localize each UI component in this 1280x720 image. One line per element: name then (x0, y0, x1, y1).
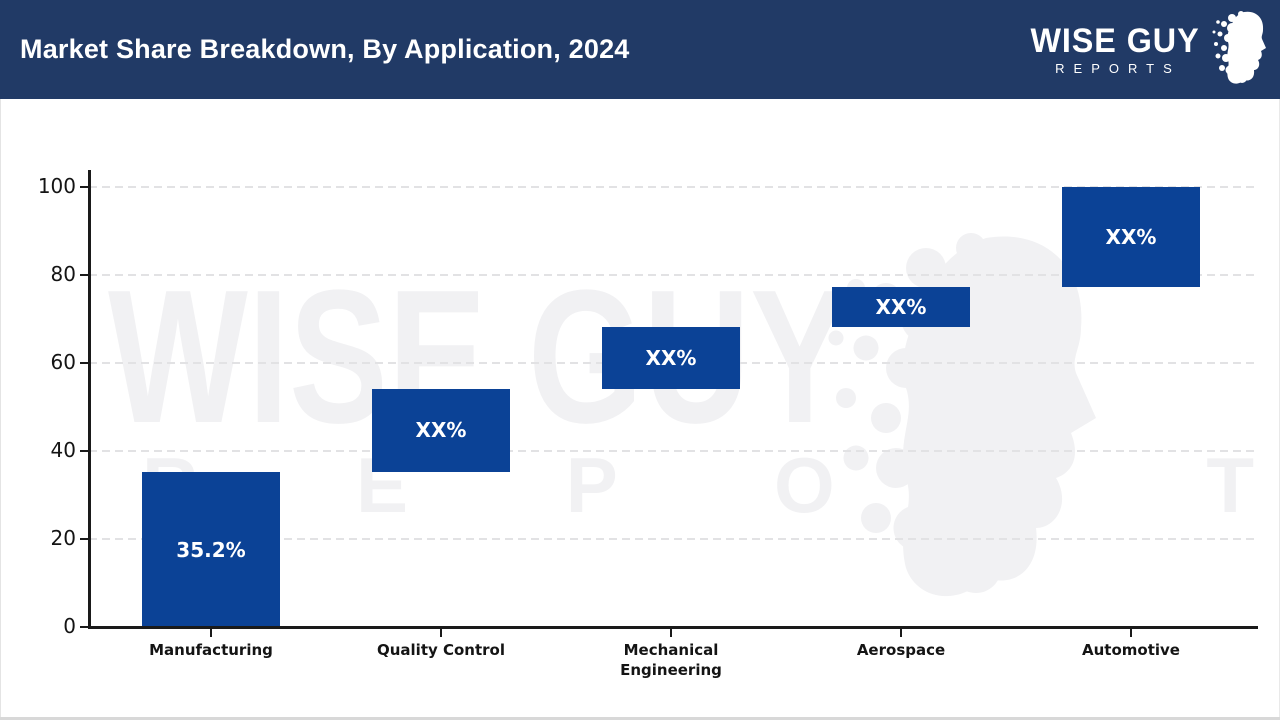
bar-value-label: 35.2% (176, 537, 246, 562)
y-axis-tick-label: 80 (50, 262, 76, 286)
bar-value-label: XX% (875, 295, 927, 320)
x-category-label: Manufacturing (149, 641, 273, 659)
grid-line (89, 450, 1258, 452)
page-title: Market Share Breakdown, By Application, … (20, 34, 630, 64)
bar-segment: 35.2% (142, 472, 280, 627)
x-category-label: Aerospace (856, 641, 946, 659)
x-axis-line (88, 626, 1258, 629)
bar-value-label: XX% (645, 345, 697, 370)
bar-segment: XX% (602, 327, 740, 389)
x-axis-tick (1130, 629, 1132, 637)
y-axis-tick (80, 186, 88, 188)
y-axis-tick-label: 0 (63, 614, 76, 638)
wiseguy-logo: WISE GUY REPORTS (1026, 8, 1268, 92)
logo-wordmark: WISE GUY (1030, 22, 1200, 60)
bar-segment: XX% (832, 286, 970, 328)
y-axis-tick (80, 626, 88, 628)
bar-segment: XX% (1062, 187, 1200, 287)
y-axis-tick (80, 450, 88, 452)
grid-line (89, 538, 1258, 540)
y-axis-tick-label: 60 (50, 350, 76, 374)
y-axis-line (88, 170, 91, 629)
x-category-label: Mechanical Engineering (620, 641, 722, 679)
watermark-text-reports: R E P O R T S (142, 441, 1280, 529)
grid-line (89, 274, 1258, 276)
grid-line (89, 186, 1258, 188)
x-axis-tick (670, 629, 672, 637)
y-axis-tick-label: 40 (50, 438, 76, 462)
logo-subtitle: REPORTS (1055, 61, 1181, 76)
x-axis-tick (900, 629, 902, 637)
y-axis-tick-label: 100 (37, 174, 76, 198)
x-category-label: Quality Control (376, 641, 505, 659)
x-axis-tick (440, 629, 442, 637)
bar-value-label: XX% (1105, 224, 1157, 249)
x-axis-tick (210, 629, 212, 637)
logo-text: WISE GUY REPORTS (1026, 23, 1204, 77)
y-axis-tick-label: 20 (50, 526, 76, 550)
x-category-label: Automotive (1082, 641, 1180, 659)
bar-segment: XX% (372, 388, 510, 473)
logo-head-icon (1212, 11, 1266, 84)
y-axis-tick (80, 362, 88, 364)
y-axis-tick (80, 274, 88, 276)
header-bar: Market Share Breakdown, By Application, … (0, 0, 1280, 99)
bar-value-label: XX% (415, 418, 467, 443)
y-axis-tick (80, 538, 88, 540)
watermark-head-icon (828, 233, 1096, 597)
